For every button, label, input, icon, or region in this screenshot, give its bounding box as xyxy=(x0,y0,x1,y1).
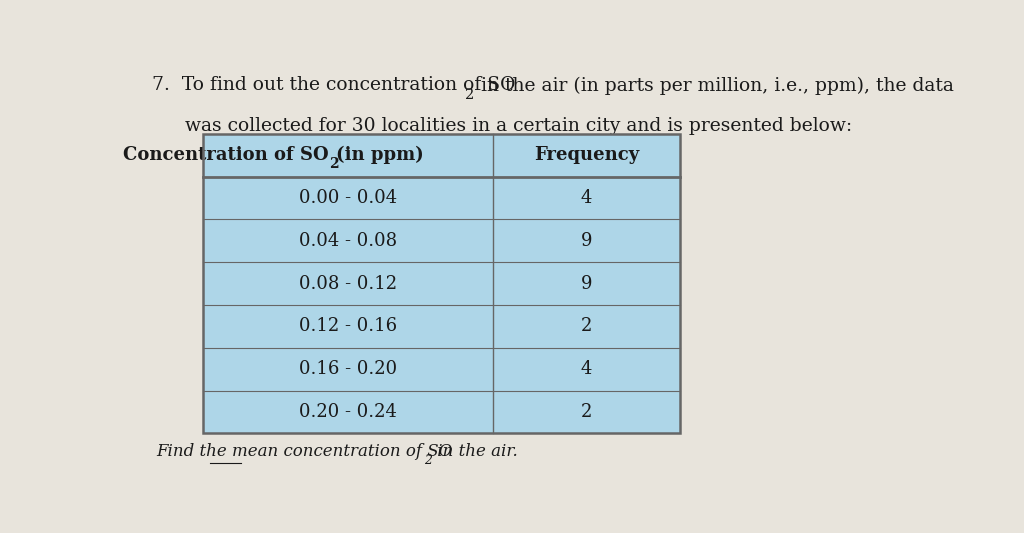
Text: 9: 9 xyxy=(581,274,592,293)
Text: 4: 4 xyxy=(581,360,592,378)
Text: 2: 2 xyxy=(581,317,592,335)
Text: 2: 2 xyxy=(581,403,592,421)
Text: 0.04 - 0.08: 0.04 - 0.08 xyxy=(299,232,397,250)
Text: 0.08 - 0.12: 0.08 - 0.12 xyxy=(299,274,397,293)
Text: 2: 2 xyxy=(465,88,474,102)
Bar xyxy=(204,134,680,433)
Text: 0.00 - 0.04: 0.00 - 0.04 xyxy=(299,189,397,207)
Text: Find the mean concentration of SO: Find the mean concentration of SO xyxy=(156,443,452,461)
Text: 7.  To find out the concentration of SO: 7. To find out the concentration of SO xyxy=(152,76,515,94)
Text: in the air.: in the air. xyxy=(432,443,518,461)
Text: 9: 9 xyxy=(581,232,592,250)
Bar xyxy=(204,134,680,433)
Text: was collected for 30 localities in a certain city and is presented below:: was collected for 30 localities in a cer… xyxy=(185,117,852,135)
Text: 4: 4 xyxy=(581,189,592,207)
Text: Concentration of SO: Concentration of SO xyxy=(123,146,329,164)
Text: 2: 2 xyxy=(329,157,339,171)
Text: 0.16 - 0.20: 0.16 - 0.20 xyxy=(299,360,397,378)
Text: (in ppm): (in ppm) xyxy=(336,146,423,164)
Text: Frequency: Frequency xyxy=(534,146,639,164)
Text: 2: 2 xyxy=(424,454,432,467)
Text: in the air (in parts per million, i.e., ppm), the data: in the air (in parts per million, i.e., … xyxy=(475,76,953,94)
Text: 0.20 - 0.24: 0.20 - 0.24 xyxy=(299,403,397,421)
Text: 0.12 - 0.16: 0.12 - 0.16 xyxy=(299,317,397,335)
